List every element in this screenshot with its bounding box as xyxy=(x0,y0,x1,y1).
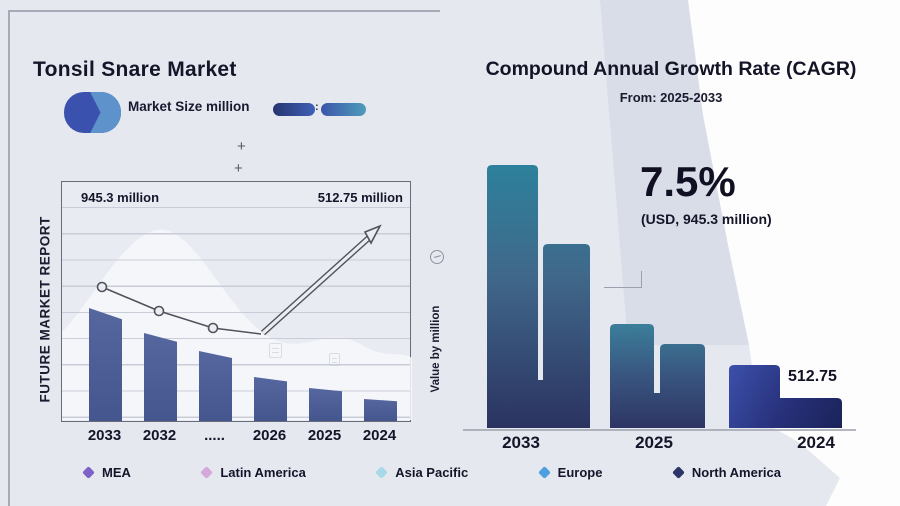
market-size-x-axis-labels: 2033 2032..... 2026 2025 2024 xyxy=(61,427,411,449)
watermark-vertical-text: FUTURE MARKET REPORT xyxy=(37,216,53,403)
legend-item-mea: MEA xyxy=(82,465,131,480)
x-axis-tick-label: 2024 xyxy=(362,427,397,444)
cagr-bar-value-label: 512.75 xyxy=(788,368,837,385)
plus-decoration-icon: + xyxy=(234,160,243,177)
step-decoration-line xyxy=(604,271,642,288)
plus-decoration-icon: + xyxy=(237,138,246,155)
legend-label: MEA xyxy=(102,465,131,480)
cagr-chart: 512.75 2033 2025 2024 xyxy=(450,150,870,452)
region-legend: MEA Latin America Asia Pacific Europe North … xyxy=(82,465,781,480)
market-size-bar xyxy=(309,388,342,421)
ratio-pill-teal xyxy=(321,103,366,116)
cylinder-icon xyxy=(64,92,121,133)
x-axis-tick-label: 2033 xyxy=(502,433,540,452)
legend-item-europe: Europe xyxy=(537,465,603,480)
x-axis-tick-label: 2033 xyxy=(87,427,122,444)
ratio-pill-dark xyxy=(273,103,315,116)
x-axis-tick-label: 2025 xyxy=(307,427,342,444)
x-axis-tick-label: ..... xyxy=(204,427,225,444)
legend-diamond-icon xyxy=(672,466,685,479)
cagr-bar xyxy=(610,324,654,428)
cagr-bar xyxy=(543,244,590,428)
cagr-subtitle: From: 2025-2033 xyxy=(619,90,723,105)
x-axis-tick-label: 2025 xyxy=(635,433,673,452)
market-size-bar xyxy=(89,308,122,421)
legend-label: North America xyxy=(691,465,781,480)
cagr-title-block: Compound Annual Growth Rate (CAGR) From:… xyxy=(456,58,886,105)
ghost-document-icon xyxy=(269,343,282,358)
legend-label: Asia Pacific xyxy=(395,465,469,480)
frame-top-line xyxy=(8,10,440,12)
legend-diamond-icon xyxy=(200,466,214,479)
market-size-bar xyxy=(144,333,177,421)
minus-circle-icon xyxy=(430,250,444,264)
legend-label: Europe xyxy=(557,465,603,480)
series-legend-label: Market Size million xyxy=(128,99,250,114)
legend-diamond-icon xyxy=(537,466,551,479)
cagr-percentage: 7.5% xyxy=(640,158,736,205)
legend-diamond-icon xyxy=(82,466,95,479)
market-size-chart: 945.3 million 512.75 million xyxy=(61,181,412,422)
market-size-bar xyxy=(199,351,232,421)
x-axis-tick-label: 2032 xyxy=(142,427,177,444)
max-value-label: 945.3 million xyxy=(81,190,160,205)
min-value-label: 512.75 million xyxy=(317,190,403,205)
cagr-bar-group xyxy=(729,365,842,428)
ratio-separator: : xyxy=(315,101,319,113)
cagr-bar xyxy=(487,165,538,428)
page-title: Tonsil Snare Market xyxy=(33,58,237,81)
cagr-title: Compound Annual Growth Rate (CAGR) xyxy=(485,58,857,80)
legend-label: Latin America xyxy=(220,465,306,480)
x-axis-tick-label: 2026 xyxy=(252,427,287,444)
y-axis-label: Value by million xyxy=(430,305,442,393)
legend-item-asia-pacific: Asia Pacific xyxy=(375,465,469,480)
trend-arrow-overlay xyxy=(96,224,382,336)
legend-diamond-icon xyxy=(375,466,389,479)
frame-left-line xyxy=(8,10,10,506)
market-size-bar xyxy=(364,399,397,421)
cagr-bars-svg xyxy=(463,165,856,431)
ghost-document-icon xyxy=(329,353,340,366)
legend-item-north-america: North America xyxy=(672,465,781,480)
market-size-bar xyxy=(254,377,287,421)
x-axis-tick-label: 2024 xyxy=(797,433,835,452)
cagr-bar xyxy=(660,344,705,428)
legend-item-latin-america: Latin America xyxy=(200,465,306,480)
cagr-usd-note: (USD, 945.3 million) xyxy=(641,211,772,227)
